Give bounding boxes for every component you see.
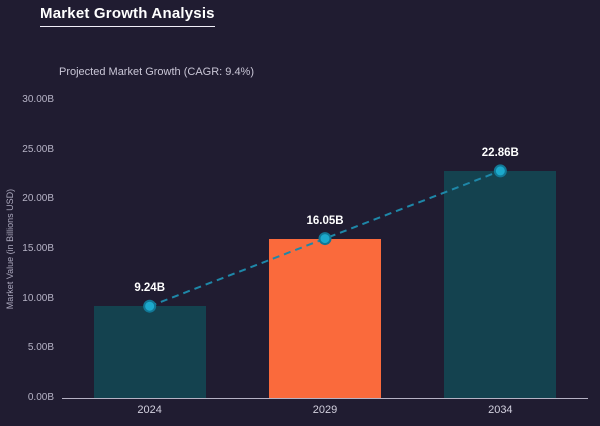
x-tick-label: 2034 xyxy=(488,404,513,416)
y-tick-label: 5.00B xyxy=(27,342,54,354)
x-tick-label: 2024 xyxy=(137,404,162,416)
value-label: 9.24B xyxy=(134,282,165,295)
bar-2034 xyxy=(444,170,557,398)
y-tick-label: 15.00B xyxy=(22,243,54,254)
bar-2029 xyxy=(269,238,381,398)
y-tick-label: 30.00B xyxy=(22,94,54,105)
value-label: 16.05B xyxy=(306,214,344,227)
y-tick-label: 0.00B xyxy=(27,392,54,403)
y-tick-label: 25.00B xyxy=(22,143,54,155)
value-label: 22.86B xyxy=(481,146,519,159)
y-tick-label: 10.00B xyxy=(22,292,54,304)
bar-2024 xyxy=(93,306,206,398)
plot-area xyxy=(62,100,588,399)
x-tick-label: 2029 xyxy=(312,404,338,416)
chart-title: Market Growth Analysis xyxy=(40,5,215,27)
y-tick-label: 20.00B xyxy=(22,193,54,205)
chart-subtitle: Projected Market Growth (CAGR: 9.4%) xyxy=(59,66,255,78)
